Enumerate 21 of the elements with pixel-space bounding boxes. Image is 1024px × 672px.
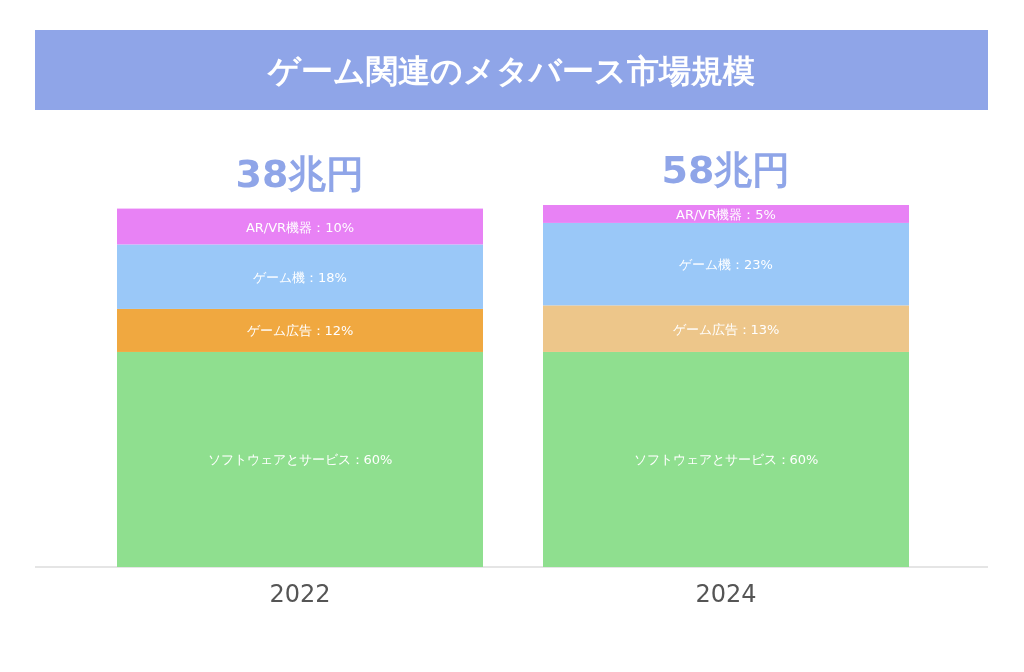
annotation: 58兆円 bbox=[661, 148, 791, 192]
chart-title: ゲーム関連のメタバース市場規模 bbox=[266, 52, 755, 90]
data-label: AR/VR機器：10% bbox=[245, 219, 355, 235]
data-label: ゲーム機：23% bbox=[679, 257, 773, 273]
bar bbox=[117, 351, 483, 567]
bar bbox=[543, 305, 909, 352]
bar bbox=[543, 222, 909, 306]
bar bbox=[117, 208, 483, 245]
x-tick-label: 2024 bbox=[695, 580, 757, 608]
annotation: 38兆円 bbox=[235, 151, 365, 196]
data-label: ソフトウェアとサービス：60% bbox=[633, 452, 819, 468]
bar bbox=[117, 244, 483, 309]
x-tick-label: 2022 bbox=[269, 580, 331, 608]
data-label: ソフトウェアとサービス：60% bbox=[207, 452, 393, 468]
data-label: ゲーム機：18% bbox=[253, 269, 347, 285]
data-label: ゲーム広告：12% bbox=[246, 323, 354, 339]
bar bbox=[543, 351, 909, 567]
data-label: AR/VR機器：5% bbox=[676, 206, 776, 222]
bar bbox=[117, 308, 483, 352]
data-label: ゲーム広告：13% bbox=[672, 321, 780, 337]
bar bbox=[543, 205, 909, 223]
